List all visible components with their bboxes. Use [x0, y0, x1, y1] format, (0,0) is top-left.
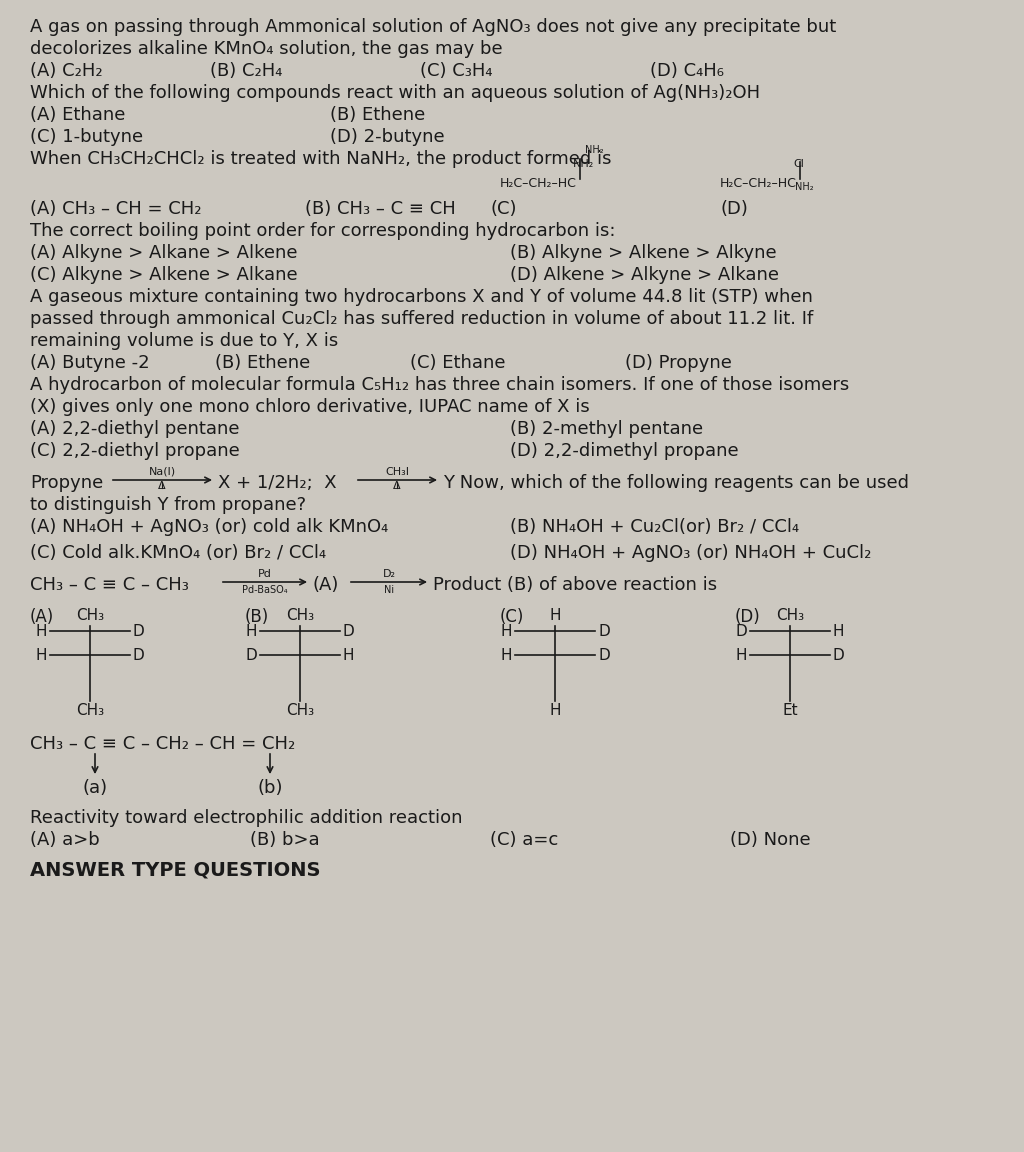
Text: (C) Alkyne > Alkene > Alkane: (C) Alkyne > Alkene > Alkane	[30, 266, 298, 285]
Text: (A) Ethane: (A) Ethane	[30, 106, 125, 124]
Text: (A) a>b: (A) a>b	[30, 831, 99, 849]
Text: H: H	[735, 647, 746, 662]
Text: (a): (a)	[83, 779, 108, 797]
Text: (A) CH₃ – CH = CH₂: (A) CH₃ – CH = CH₂	[30, 200, 202, 218]
Text: CH₃ – C ≡ C – CH₂ – CH = CH₂: CH₃ – C ≡ C – CH₂ – CH = CH₂	[30, 735, 295, 753]
Text: Ni: Ni	[384, 585, 394, 594]
Text: H: H	[36, 647, 47, 662]
Text: CH₃: CH₃	[776, 608, 804, 623]
Text: (D): (D)	[720, 200, 748, 218]
Text: Δ: Δ	[158, 482, 166, 491]
Text: D: D	[343, 623, 354, 638]
Text: Δ: Δ	[393, 482, 400, 491]
Text: (C) C₃H₄: (C) C₃H₄	[420, 62, 493, 79]
Text: (D) NH₄OH + AgNO₃ (or) NH₄OH + CuCl₂: (D) NH₄OH + AgNO₃ (or) NH₄OH + CuCl₂	[510, 544, 871, 562]
Text: (C) Cold alk.KMnO₄ (or) Br₂ / CCl₄: (C) Cold alk.KMnO₄ (or) Br₂ / CCl₄	[30, 544, 326, 562]
Text: (X) gives only one mono chloro derivative, IUPAC name of X is: (X) gives only one mono chloro derivativ…	[30, 397, 590, 416]
Text: passed through ammonical Cu₂Cl₂ has suffered reduction in volume of about 11.2 l: passed through ammonical Cu₂Cl₂ has suff…	[30, 310, 813, 328]
Text: (B) NH₄OH + Cu₂Cl(or) Br₂ / CCl₄: (B) NH₄OH + Cu₂Cl(or) Br₂ / CCl₄	[510, 518, 799, 536]
Text: (A): (A)	[313, 576, 339, 594]
Text: (C) 2,2-diethyl propane: (C) 2,2-diethyl propane	[30, 442, 240, 460]
Text: (C): (C)	[500, 608, 524, 626]
Text: D: D	[133, 647, 144, 662]
Text: CH₃: CH₃	[286, 608, 314, 623]
Text: Which of the following compounds react with an aqueous solution of Ag(NH₃)₂OH: Which of the following compounds react w…	[30, 84, 760, 103]
Text: The correct boiling point order for corresponding hydrocarbon is:: The correct boiling point order for corr…	[30, 222, 615, 240]
Text: (B) C₂H₄: (B) C₂H₄	[210, 62, 283, 79]
Text: Reactivity toward electrophilic addition reaction: Reactivity toward electrophilic addition…	[30, 809, 463, 827]
Text: D: D	[246, 647, 257, 662]
Text: A gaseous mixture containing two hydrocarbons X and Y of volume 44.8 lit (STP) w: A gaseous mixture containing two hydroca…	[30, 288, 813, 306]
Text: ANSWER TYPE QUESTIONS: ANSWER TYPE QUESTIONS	[30, 861, 321, 880]
Text: X + 1/2H₂;  X: X + 1/2H₂; X	[218, 473, 337, 492]
Text: (B) b>a: (B) b>a	[250, 831, 319, 849]
Text: (A) 2,2-diethyl pentane: (A) 2,2-diethyl pentane	[30, 420, 240, 438]
Text: D: D	[133, 623, 144, 638]
Text: D₂: D₂	[383, 569, 395, 579]
Text: to distinguish Y from propane?: to distinguish Y from propane?	[30, 497, 306, 514]
Text: H₂C–CH₂–HC: H₂C–CH₂–HC	[500, 177, 577, 190]
Text: Na(l): Na(l)	[148, 467, 175, 477]
Text: CH₃ – C ≡ C – CH₃: CH₃ – C ≡ C – CH₃	[30, 576, 188, 594]
Text: When CH₃CH₂CHCl₂ is treated with NaNH₂, the product formed is: When CH₃CH₂CHCl₂ is treated with NaNH₂, …	[30, 150, 611, 168]
Text: (A) C₂H₂: (A) C₂H₂	[30, 62, 102, 79]
Text: (C) a=c: (C) a=c	[490, 831, 558, 849]
Text: (D) 2,2-dimethyl propane: (D) 2,2-dimethyl propane	[510, 442, 738, 460]
Text: (B) CH₃ – C ≡ CH: (B) CH₃ – C ≡ CH	[305, 200, 456, 218]
Text: H: H	[36, 623, 47, 638]
Text: H: H	[246, 623, 257, 638]
Text: CH₃I: CH₃I	[385, 467, 409, 477]
Text: Pd: Pd	[258, 569, 272, 579]
Text: (B) Ethene: (B) Ethene	[330, 106, 425, 124]
Text: (A) NH₄OH + AgNO₃ (or) cold alk KMnO₄: (A) NH₄OH + AgNO₃ (or) cold alk KMnO₄	[30, 518, 388, 536]
Text: (D) None: (D) None	[730, 831, 811, 849]
Text: (D) 2-butyne: (D) 2-butyne	[330, 128, 444, 146]
Text: CH₃: CH₃	[76, 703, 104, 718]
Text: A hydrocarbon of molecular formula C₅H₁₂ has three chain isomers. If one of thos: A hydrocarbon of molecular formula C₅H₁₂…	[30, 376, 849, 394]
Text: A gas on passing through Ammonical solution of AgNO₃ does not give any precipita: A gas on passing through Ammonical solut…	[30, 18, 837, 36]
Text: NH₂: NH₂	[573, 159, 594, 169]
Text: remaining volume is due to Y, X is: remaining volume is due to Y, X is	[30, 332, 338, 350]
Text: H₂C–CH₂–HC: H₂C–CH₂–HC	[720, 177, 797, 190]
Text: D: D	[735, 623, 746, 638]
Text: (C) Ethane: (C) Ethane	[410, 354, 506, 372]
Text: CH₃: CH₃	[76, 608, 104, 623]
Text: (B) 2-methyl pentane: (B) 2-methyl pentane	[510, 420, 703, 438]
Text: (A): (A)	[30, 608, 54, 626]
Text: NH₂: NH₂	[795, 182, 814, 192]
Text: (A) Alkyne > Alkane > Alkene: (A) Alkyne > Alkane > Alkene	[30, 244, 298, 262]
Text: (D): (D)	[735, 608, 761, 626]
Text: (C) 1-butyne: (C) 1-butyne	[30, 128, 143, 146]
Text: decolorizes alkaline KMnO₄ solution, the gas may be: decolorizes alkaline KMnO₄ solution, the…	[30, 40, 503, 58]
Text: CH₃: CH₃	[286, 703, 314, 718]
Text: (D) Propyne: (D) Propyne	[625, 354, 732, 372]
Text: H: H	[549, 608, 561, 623]
Text: NH₂: NH₂	[585, 145, 603, 156]
Text: H: H	[501, 647, 512, 662]
Text: (C): (C)	[490, 200, 516, 218]
Text: (D) Alkene > Alkyne > Alkane: (D) Alkene > Alkyne > Alkane	[510, 266, 779, 285]
Text: Et: Et	[782, 703, 798, 718]
Text: Pd-BaSO₄: Pd-BaSO₄	[243, 585, 288, 594]
Text: H: H	[549, 703, 561, 718]
Text: (B) Ethene: (B) Ethene	[215, 354, 310, 372]
Text: (A) Butyne -2: (A) Butyne -2	[30, 354, 150, 372]
Text: (D) C₄H₆: (D) C₄H₆	[650, 62, 724, 79]
Text: D: D	[598, 623, 609, 638]
Text: Cl: Cl	[793, 159, 804, 169]
Text: H: H	[833, 623, 845, 638]
Text: (B): (B)	[245, 608, 269, 626]
Text: H: H	[343, 647, 354, 662]
Text: D: D	[833, 647, 845, 662]
Text: H: H	[501, 623, 512, 638]
Text: (B) Alkyne > Alkene > Alkyne: (B) Alkyne > Alkene > Alkyne	[510, 244, 776, 262]
Text: Product (B) of above reaction is: Product (B) of above reaction is	[433, 576, 717, 594]
Text: (b): (b)	[257, 779, 283, 797]
Text: Y Now, which of the following reagents can be used: Y Now, which of the following reagents c…	[443, 473, 909, 492]
Text: D: D	[598, 647, 609, 662]
Text: Propyne: Propyne	[30, 473, 103, 492]
